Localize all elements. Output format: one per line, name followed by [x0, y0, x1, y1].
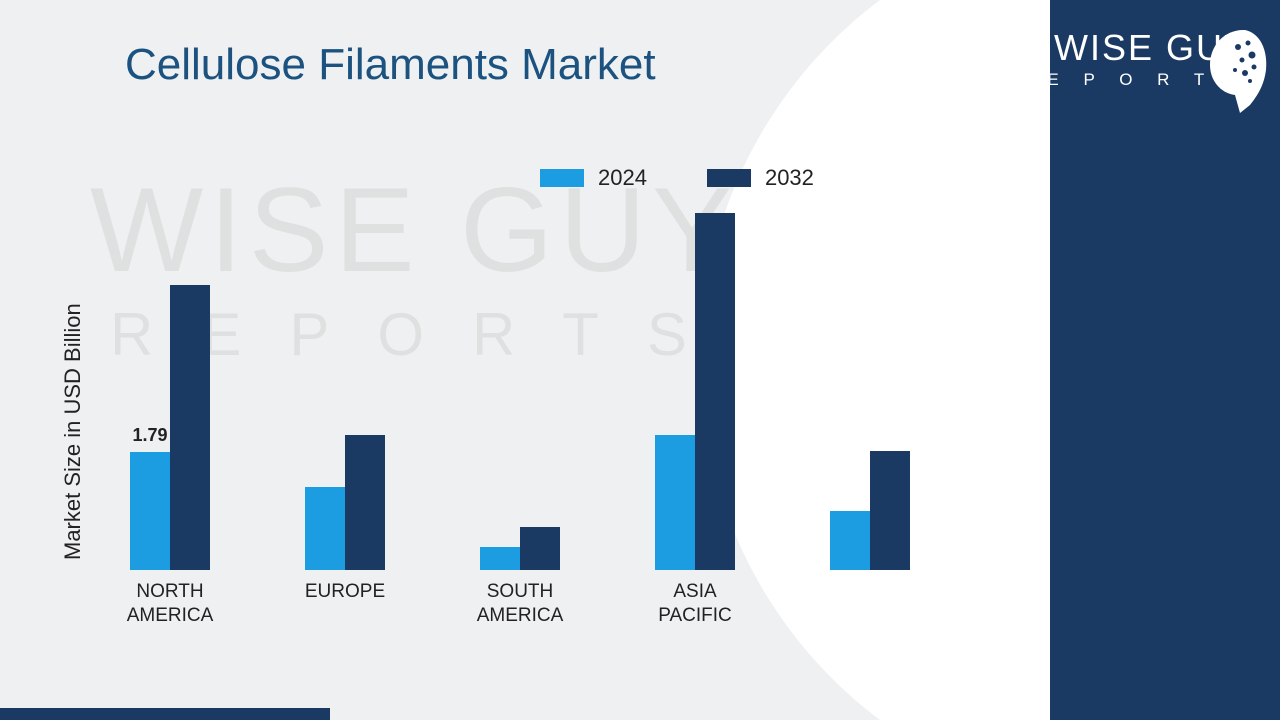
bar-2024 [480, 547, 520, 570]
x-axis-label: NORTHAMERICA [90, 580, 250, 628]
legend: 2024 2032 [540, 165, 814, 191]
page-root: Cellulose Filaments Market WISE GUY REPO… [0, 0, 1280, 720]
bar-2032 [695, 213, 735, 570]
bar-2032 [870, 451, 910, 570]
bar-2024 [830, 511, 870, 570]
x-axis-label: ASIAPACIFIC [615, 580, 775, 628]
legend-label-2024: 2024 [598, 165, 647, 191]
legend-item-2024: 2024 [540, 165, 647, 191]
bar-2024 [130, 452, 170, 570]
legend-swatch-2032 [707, 169, 751, 187]
x-axis-label: EUROPE [265, 580, 425, 604]
bar-2024 [655, 435, 695, 570]
bar-2032 [170, 285, 210, 570]
chart-title: Cellulose Filaments Market [125, 40, 656, 90]
bottom-accent-bar [0, 708, 330, 720]
x-axis-label: SOUTHAMERICA [440, 580, 600, 628]
bar-value-label: 1.79 [130, 425, 170, 446]
bar-plot: 1.79 [100, 200, 980, 570]
legend-item-2032: 2032 [707, 165, 814, 191]
y-axis-label: Market Size in USD Billion [60, 303, 86, 560]
head-icon [1190, 25, 1270, 115]
bar-2024 [305, 487, 345, 570]
legend-label-2032: 2032 [765, 165, 814, 191]
bar-2032 [520, 527, 560, 570]
bar-2032 [345, 435, 385, 570]
legend-swatch-2024 [540, 169, 584, 187]
brand-logo: WISE GUY R E P O R T S [1010, 30, 1250, 90]
